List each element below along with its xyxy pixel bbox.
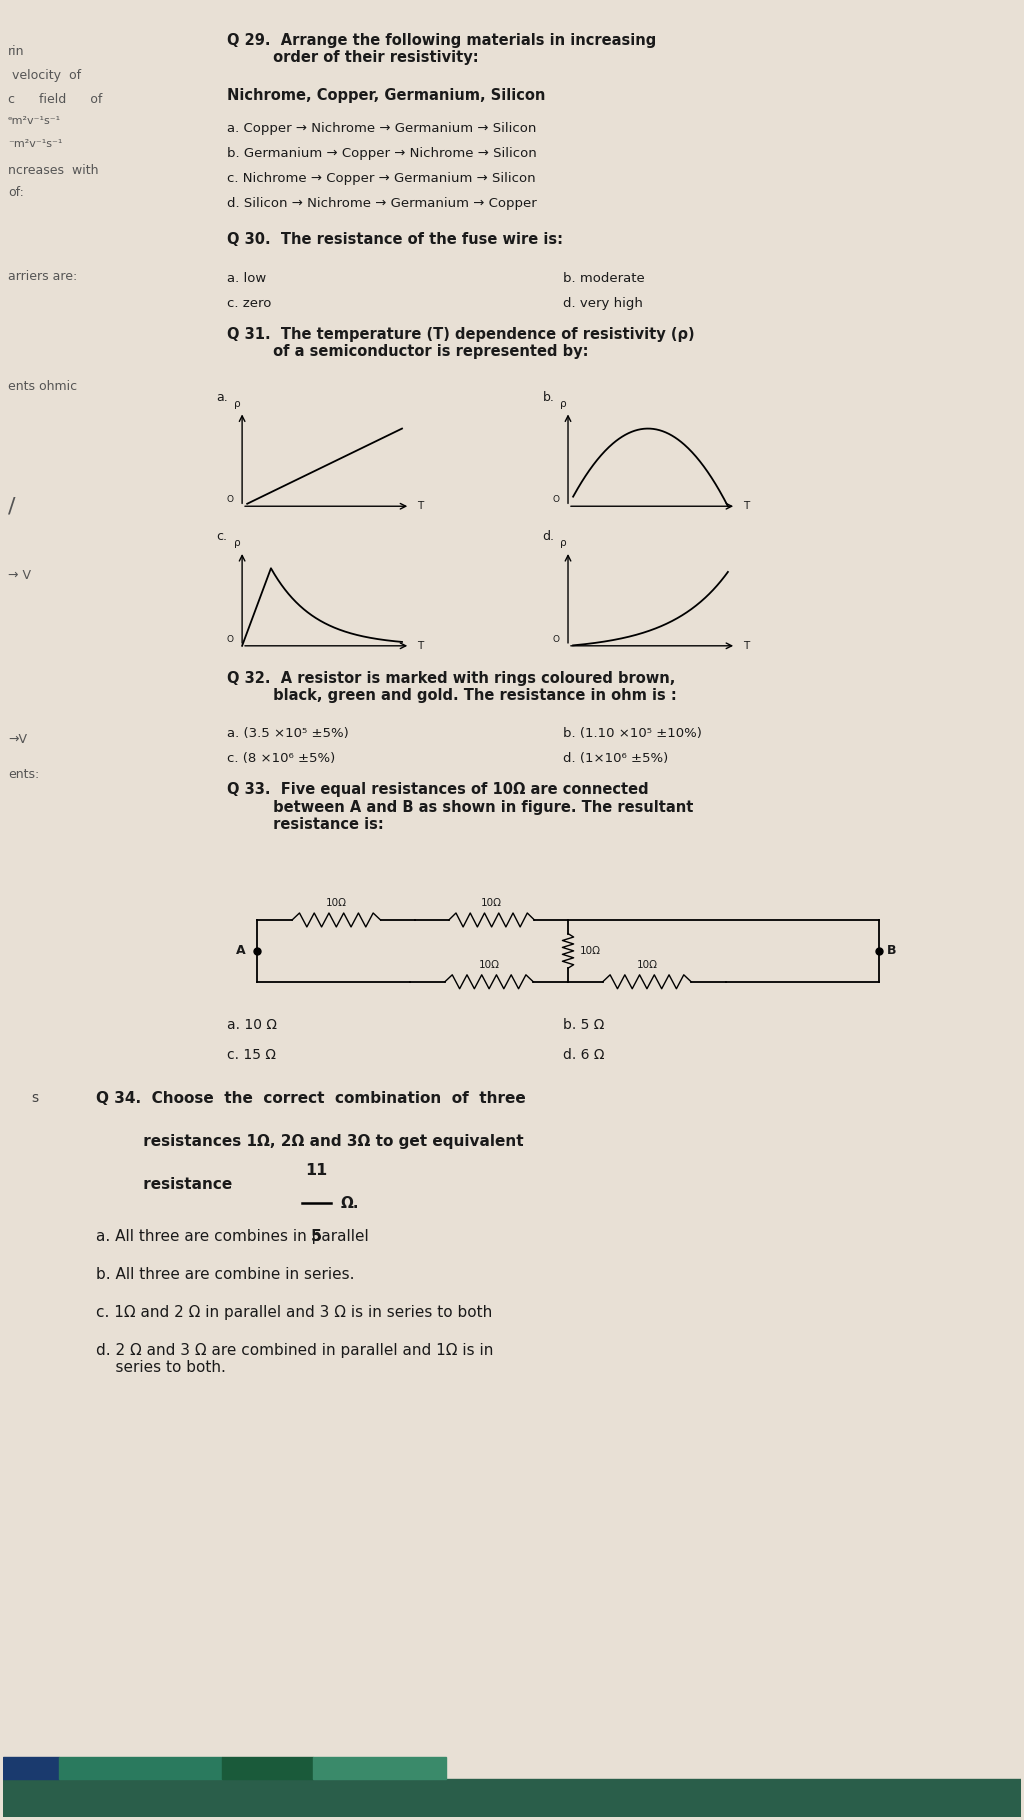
Text: B: B	[887, 945, 896, 957]
Text: d. 2 Ω and 3 Ω are combined in parallel and 1Ω is in
    series to both.: d. 2 Ω and 3 Ω are combined in parallel …	[96, 1343, 494, 1376]
Bar	[3, 1780, 1021, 1816]
Text: a. low: a. low	[227, 271, 266, 286]
Text: d. very high: d. very high	[563, 297, 643, 309]
Text: b. moderate: b. moderate	[563, 271, 645, 286]
Text: O: O	[553, 495, 560, 504]
Text: ncreases  with: ncreases with	[8, 164, 98, 177]
Text: b. All three are combine in series.: b. All three are combine in series.	[96, 1267, 355, 1281]
Text: /: /	[8, 497, 15, 517]
Text: ᵉm²v⁻¹s⁻¹: ᵉm²v⁻¹s⁻¹	[8, 116, 61, 126]
Text: Q 34.  Choose  the  correct  combination  of  three: Q 34. Choose the correct combination of …	[96, 1092, 526, 1107]
Text: c. (8 ×10⁶ ±5%): c. (8 ×10⁶ ±5%)	[227, 752, 335, 766]
Text: d.: d.	[543, 530, 555, 542]
Text: rin: rin	[8, 46, 25, 58]
Text: s: s	[32, 1092, 39, 1105]
Text: c      field      of: c field of	[8, 93, 102, 106]
Bar	[3, 1758, 58, 1780]
Text: c. Nichrome → Copper → Germanium → Silicon: c. Nichrome → Copper → Germanium → Silic…	[227, 173, 536, 186]
Text: of:: of:	[8, 186, 24, 198]
Text: a. 10 Ω: a. 10 Ω	[227, 1017, 276, 1032]
Text: ρ: ρ	[233, 539, 241, 548]
Text: arriers are:: arriers are:	[8, 269, 77, 282]
Text: ρ: ρ	[559, 539, 566, 548]
Text: d. 6 Ω: d. 6 Ω	[563, 1048, 604, 1061]
Text: T: T	[743, 641, 750, 652]
Text: T: T	[418, 501, 424, 511]
Text: 10Ω: 10Ω	[481, 897, 502, 908]
Text: b. Germanium → Copper → Nichrome → Silicon: b. Germanium → Copper → Nichrome → Silic…	[227, 147, 537, 160]
Text: 10Ω: 10Ω	[581, 946, 601, 956]
Text: c. 15 Ω: c. 15 Ω	[227, 1048, 275, 1061]
Text: 10Ω: 10Ω	[326, 897, 347, 908]
Text: T: T	[743, 501, 750, 511]
Text: ρ: ρ	[559, 399, 566, 408]
Text: T: T	[418, 641, 424, 652]
Bar	[313, 1758, 445, 1780]
Text: b. (1.10 ×10⁵ ±10%): b. (1.10 ×10⁵ ±10%)	[563, 726, 701, 739]
Bar	[58, 1758, 222, 1780]
Text: d. Silicon → Nichrome → Germanium → Copper: d. Silicon → Nichrome → Germanium → Copp…	[227, 197, 537, 209]
Text: Q 32.  A resistor is marked with rings coloured brown,
         black, green and: Q 32. A resistor is marked with rings co…	[227, 672, 677, 703]
Text: Nichrome, Copper, Germanium, Silicon: Nichrome, Copper, Germanium, Silicon	[227, 87, 545, 102]
Text: resistances 1Ω, 2Ω and 3Ω to get equivalent: resistances 1Ω, 2Ω and 3Ω to get equival…	[96, 1134, 524, 1148]
Text: 5: 5	[311, 1228, 322, 1245]
Text: ρ: ρ	[233, 399, 241, 408]
Text: O: O	[227, 495, 233, 504]
Text: ⁻m²v⁻¹s⁻¹: ⁻m²v⁻¹s⁻¹	[8, 140, 62, 149]
Text: → V: → V	[8, 570, 31, 582]
Text: velocity  of: velocity of	[8, 69, 81, 82]
Text: A: A	[236, 945, 245, 957]
Text: a.: a.	[217, 391, 228, 404]
Text: c.: c.	[217, 530, 227, 542]
Text: O: O	[553, 635, 560, 644]
Text: 11: 11	[305, 1163, 328, 1178]
Text: Q 30.  The resistance of the fuse wire is:: Q 30. The resistance of the fuse wire is…	[227, 233, 563, 248]
Text: O: O	[227, 635, 233, 644]
Text: b. 5 Ω: b. 5 Ω	[563, 1017, 604, 1032]
Text: ents:: ents:	[8, 768, 39, 781]
Text: Ω.: Ω.	[341, 1196, 359, 1210]
Text: Q 33.  Five equal resistances of 10Ω are connected
         between A and B as s: Q 33. Five equal resistances of 10Ω are …	[227, 783, 693, 832]
Text: 10Ω: 10Ω	[478, 959, 500, 970]
Text: ents ohmic: ents ohmic	[8, 380, 77, 393]
Text: b.: b.	[543, 391, 554, 404]
Text: resistance: resistance	[96, 1178, 238, 1192]
Text: c. 1Ω and 2 Ω in parallel and 3 Ω is in series to both: c. 1Ω and 2 Ω in parallel and 3 Ω is in …	[96, 1305, 493, 1320]
Text: a. (3.5 ×10⁵ ±5%): a. (3.5 ×10⁵ ±5%)	[227, 726, 348, 739]
Text: →V: →V	[8, 732, 27, 746]
Text: Q 29.  Arrange the following materials in increasing
         order of their res: Q 29. Arrange the following materials in…	[227, 33, 656, 66]
Text: c. zero: c. zero	[227, 297, 271, 309]
Text: a. All three are combines in parallel: a. All three are combines in parallel	[96, 1228, 370, 1245]
Text: 10Ω: 10Ω	[637, 959, 657, 970]
Text: Q 31.  The temperature (T) dependence of resistivity (ρ)
         of a semicondu: Q 31. The temperature (T) dependence of …	[227, 328, 694, 359]
Text: a. Copper → Nichrome → Germanium → Silicon: a. Copper → Nichrome → Germanium → Silic…	[227, 122, 537, 135]
Bar	[222, 1758, 313, 1780]
Text: d. (1×10⁶ ±5%): d. (1×10⁶ ±5%)	[563, 752, 669, 766]
